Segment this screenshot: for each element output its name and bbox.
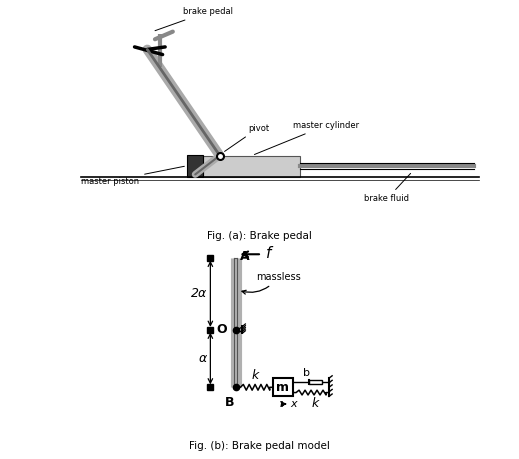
Bar: [203, 156, 301, 177]
Text: master piston: master piston: [81, 166, 184, 185]
Text: massless: massless: [242, 272, 301, 294]
Text: k: k: [251, 369, 258, 382]
Text: Fig. (a): Brake pedal: Fig. (a): Brake pedal: [207, 231, 312, 241]
Text: brake fluid: brake fluid: [364, 174, 411, 203]
Text: k: k: [312, 397, 319, 410]
Text: A: A: [240, 250, 250, 263]
Text: pivot: pivot: [225, 123, 269, 151]
Bar: [187, 155, 203, 178]
Bar: [272, 378, 293, 396]
Text: α: α: [198, 352, 207, 365]
Text: b: b: [303, 368, 310, 378]
Text: f: f: [266, 246, 271, 261]
Bar: [309, 380, 322, 384]
Text: B: B: [225, 396, 234, 409]
Text: master cylinder: master cylinder: [254, 121, 359, 155]
Text: 2α: 2α: [190, 287, 207, 300]
Text: brake pedal: brake pedal: [155, 7, 233, 31]
Text: x: x: [290, 399, 297, 409]
Text: m: m: [277, 381, 290, 394]
Text: O: O: [216, 323, 227, 336]
Text: Fig. (b): Brake pedal model: Fig. (b): Brake pedal model: [189, 441, 330, 451]
